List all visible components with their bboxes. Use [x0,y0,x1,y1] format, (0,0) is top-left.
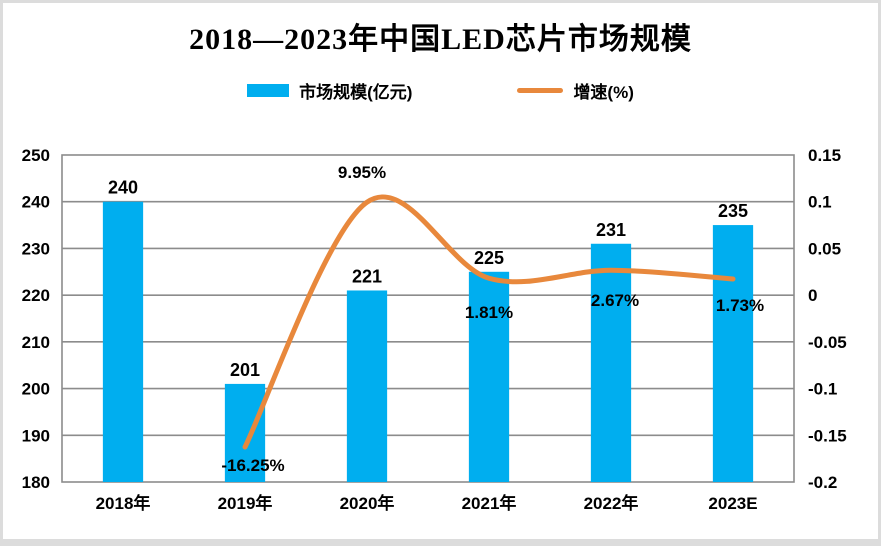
x-axis-label: 2019年 [218,493,273,513]
y-axis-left-tick: 210 [22,333,50,352]
y-axis-right-tick: 0.1 [808,193,832,212]
line-legend-swatch [517,88,564,93]
x-axis-label: 2020年 [340,493,395,513]
y-axis-right-tick: -0.05 [808,333,847,352]
x-axis-label: 2022年 [584,493,639,513]
bar-value-label: 231 [596,220,626,240]
y-axis-right-tick: 0.05 [808,239,841,258]
y-axis-right-tick: -0.15 [808,426,847,445]
y-axis-left-tick: 250 [22,146,50,165]
legend-item-market-size: 市场规模(亿元) [247,78,412,103]
x-axis-label: 2021年 [462,493,517,513]
growth-value-label: 9.95% [338,163,386,182]
legend-item-growth: 增速(%) [517,78,634,103]
legend: 市场规模(亿元) 增速(%) [0,78,881,103]
bar-value-label: 201 [230,360,260,380]
bar-value-label: 235 [718,201,748,221]
bar-value-label: 221 [352,266,382,286]
y-axis-right-tick: -0.1 [808,380,837,399]
y-axis-right-tick: -0.2 [808,473,837,492]
y-axis-left-tick: 220 [22,286,50,305]
y-axis-left-tick: 190 [22,426,50,445]
growth-value-label: 1.73% [716,296,764,315]
bar-legend-swatch [247,84,290,97]
bar [468,271,510,482]
growth-value-label: 1.81% [465,303,513,322]
y-axis-left-tick: 240 [22,193,50,212]
bar [102,201,144,482]
bar [346,290,388,482]
growth-value-label: 2.67% [591,291,639,310]
bar [590,243,632,482]
y-axis-left-tick: 180 [22,473,50,492]
bar [712,225,754,483]
y-axis-right-tick: 0 [808,286,817,305]
y-axis-left-tick: 230 [22,239,50,258]
legend-label-growth: 增速(%) [573,83,634,102]
x-axis-label: 2023E [708,494,757,513]
y-axis-right-tick: 0.15 [808,146,841,165]
x-axis-label: 2018年 [96,493,151,513]
bar [224,383,266,482]
bar-value-label: 240 [108,178,138,198]
growth-value-label: -16.25% [221,456,284,475]
plot-border [61,154,795,483]
chart-title: 2018—2023年中国LED芯片市场规模 [189,23,692,56]
legend-label-market-size: 市场规模(亿元) [299,83,413,102]
y-axis-left-tick: 200 [22,380,50,399]
growth-line [242,194,736,450]
bar-value-label: 225 [474,248,504,268]
